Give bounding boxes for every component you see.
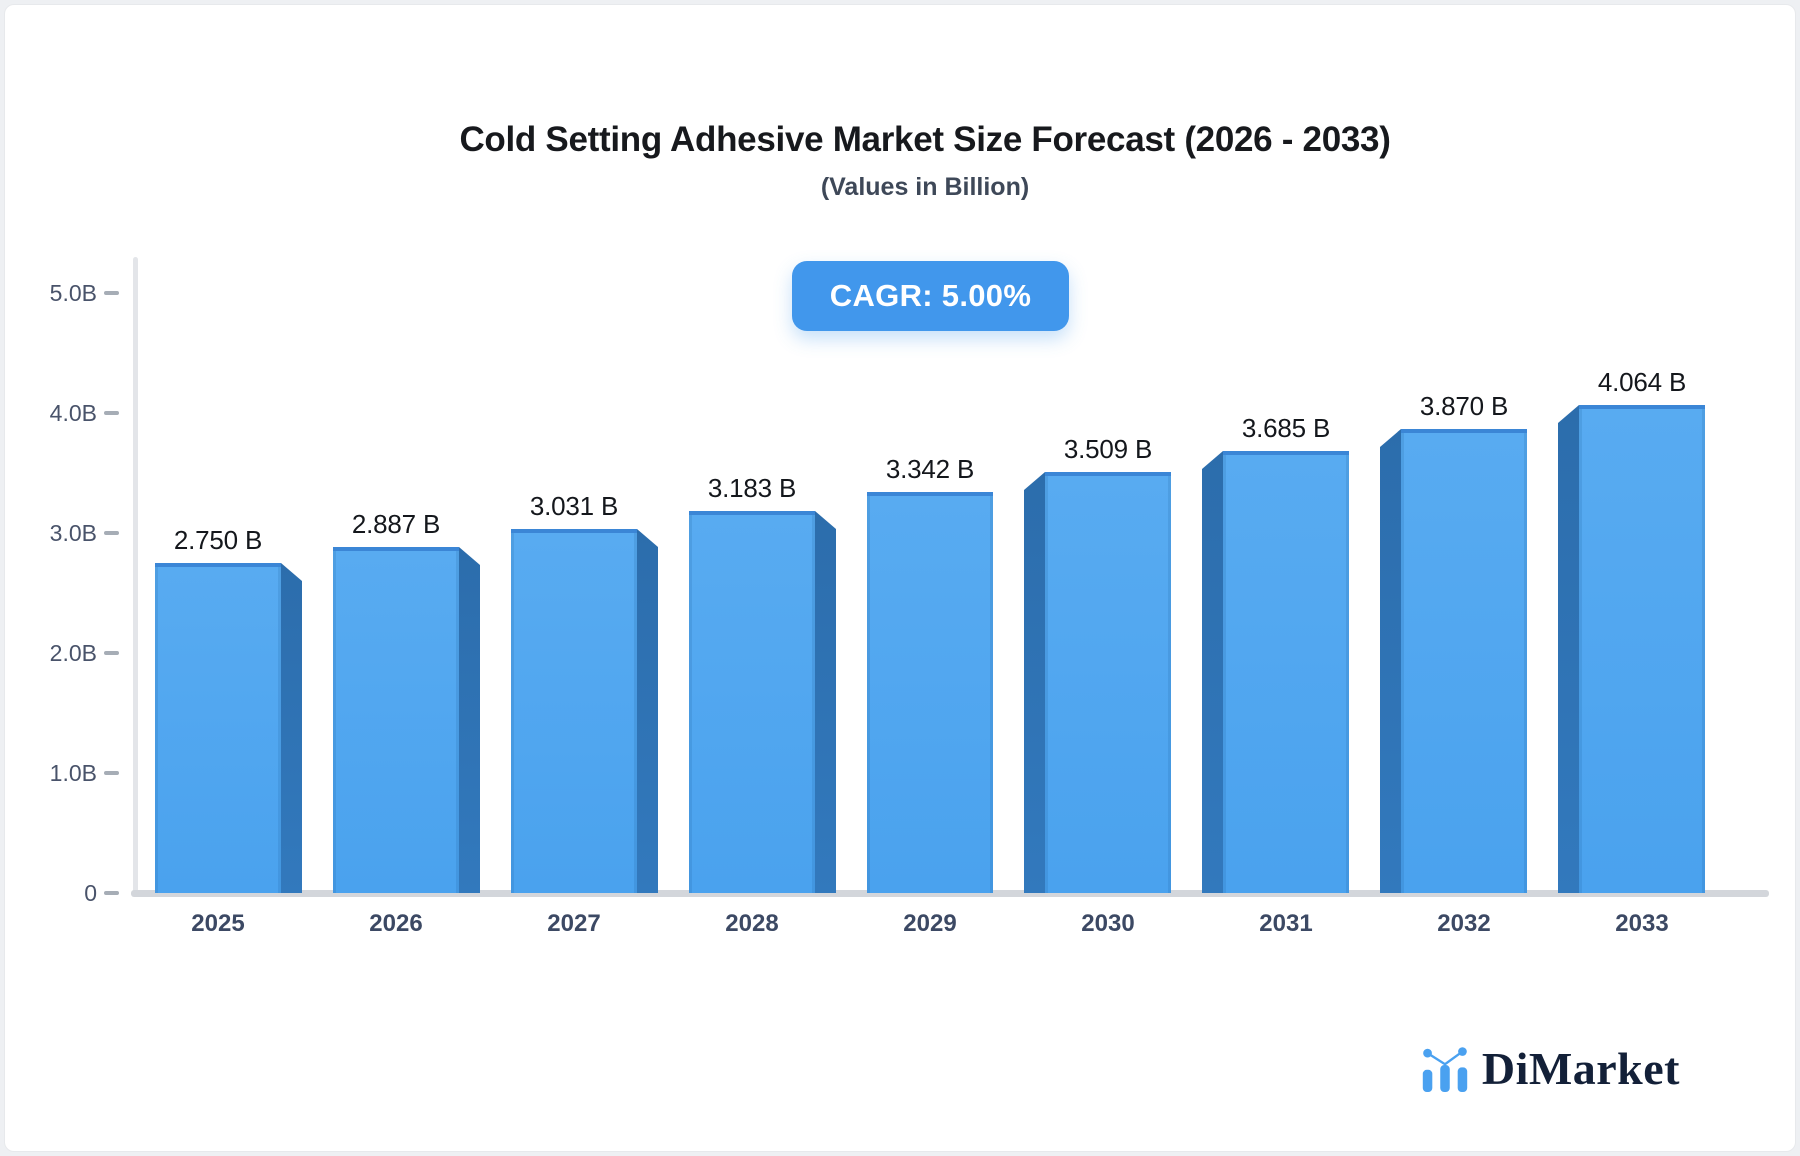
x-axis-baseline — [131, 890, 1769, 897]
bar — [689, 511, 815, 893]
bar-value-label: 3.031 B — [529, 491, 619, 521]
bar — [1223, 451, 1349, 893]
y-axis-label: 1.0B — [49, 760, 97, 786]
bar-value-label: 3.685 B — [1241, 413, 1331, 443]
bar-value-label: 2.887 B — [351, 509, 441, 539]
y-axis-label: 5.0B — [49, 280, 97, 306]
bar — [1045, 472, 1171, 893]
y-axis-tick — [104, 291, 119, 295]
x-axis-label: 2029 — [903, 910, 957, 937]
brand-logo: DiMarket — [1421, 1043, 1680, 1095]
y-axis-tick — [104, 531, 119, 535]
bar-side-face — [1558, 405, 1579, 893]
x-axis-label: 2028 — [725, 910, 779, 937]
bar-side-face — [281, 563, 302, 893]
y-axis-label: 0 — [84, 880, 97, 906]
bar-chart-logo-icon — [1422, 1047, 1468, 1092]
bar-side-face — [1202, 451, 1223, 893]
x-axis-label: 2025 — [191, 910, 245, 937]
x-axis-label: 2027 — [547, 910, 601, 937]
cagr-badge: CAGR: 5.00% — [792, 261, 1069, 331]
bar-value-label: 4.064 B — [1597, 367, 1687, 397]
y-axis-label: 3.0B — [49, 520, 97, 546]
brand-logo-text: DiMarket — [1481, 1043, 1680, 1094]
x-axis-label: 2033 — [1615, 910, 1669, 937]
chart-stage: Cold Setting Adhesive Market Size Foreca… — [5, 5, 1795, 1151]
bar — [1579, 405, 1705, 893]
bar-value-label: 3.870 B — [1419, 391, 1509, 421]
bar-side-face — [459, 547, 480, 893]
x-axis-label: 2030 — [1081, 910, 1135, 937]
bar-value-label: 3.342 B — [885, 454, 975, 484]
bar — [511, 529, 637, 893]
x-axis-label: 2031 — [1259, 910, 1313, 937]
cagr-badge-label: CAGR: 5.00% — [829, 278, 1032, 313]
bar-side-face — [1380, 429, 1401, 893]
bar-value-label: 3.183 B — [707, 473, 797, 503]
x-axis-label: 2032 — [1437, 910, 1491, 937]
y-axis-tick — [104, 411, 119, 415]
y-axis-tick — [104, 771, 119, 775]
page-title: Cold Setting Adhesive Market Size Foreca… — [459, 120, 1391, 159]
y-axis-line — [133, 257, 138, 897]
bar-side-face — [815, 511, 836, 893]
bar — [155, 563, 281, 893]
bar — [1401, 429, 1527, 893]
x-axis-label: 2026 — [369, 910, 423, 937]
bar — [333, 547, 459, 893]
y-axis-label: 2.0B — [49, 640, 97, 666]
bar-side-face — [1024, 472, 1045, 893]
bar-value-label: 2.750 B — [173, 525, 263, 555]
chart-card: Cold Setting Adhesive Market Size Foreca… — [4, 4, 1796, 1152]
page-subtitle: (Values in Billion) — [820, 173, 1030, 201]
y-axis-tick — [104, 651, 119, 655]
bar — [867, 492, 993, 893]
y-axis-tick — [104, 891, 119, 895]
bar-side-face — [637, 529, 658, 893]
y-axis-label: 4.0B — [49, 400, 97, 426]
bar-value-label: 3.509 B — [1063, 434, 1153, 464]
